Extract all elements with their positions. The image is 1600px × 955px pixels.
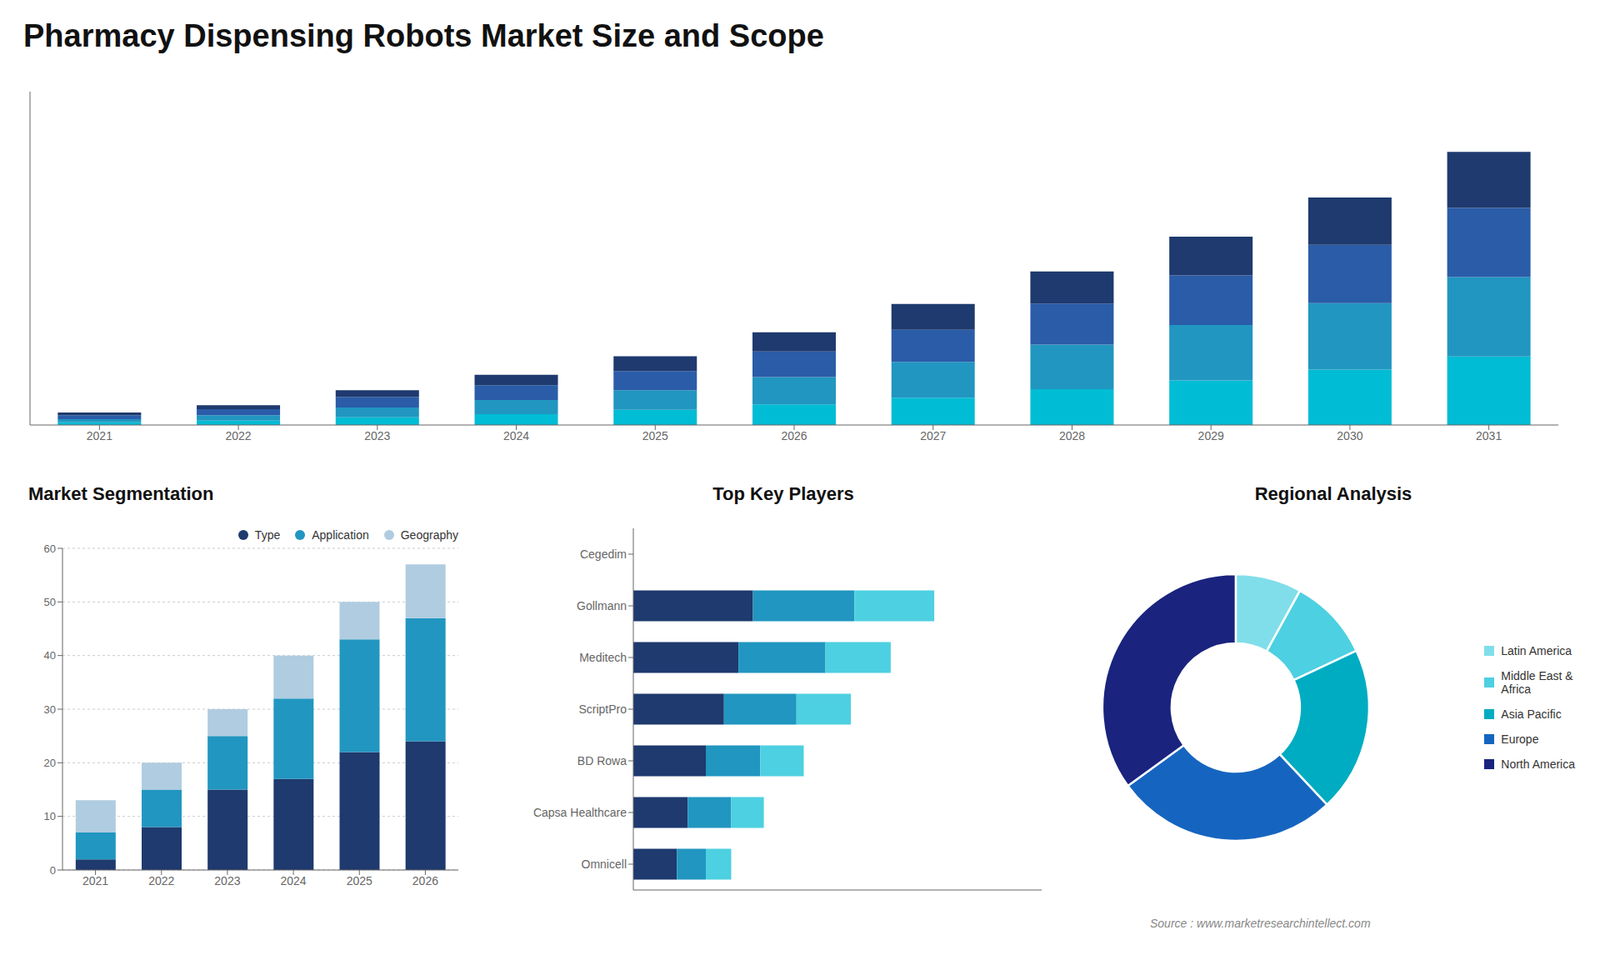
svg-text:2024: 2024 [280,874,307,888]
svg-text:2026: 2026 [780,429,807,443]
html-text:Regional Analysis: Regional Analysis [1254,483,1412,505]
svg-text:2023: 2023 [214,874,240,888]
svg-text:60: 60 [44,542,56,555]
svg-text:2029: 2029 [1198,429,1225,443]
svg-text:2027: 2027 [920,429,946,443]
svg-text:40: 40 [44,649,56,662]
html-text:Latin America: Latin America [1501,644,1572,658]
svg-text:2028: 2028 [1059,429,1085,443]
svg-text:2023: 2023 [364,429,390,443]
html-text:Africa: Africa [1501,682,1531,696]
svg-text:Gollmann: Gollmann [576,599,627,613]
html-text:Application: Application [311,528,369,542]
svg-text:2021: 2021 [86,429,113,443]
html-text:Source : www.marketresearchint: Source : www.marketresearchintellect.com [1150,916,1371,930]
html-text:Market Segmentation: Market Segmentation [28,483,214,505]
svg-text:Meditech: Meditech [579,650,627,665]
svg-text:30: 30 [44,703,56,716]
html-text:Asia Pacific: Asia Pacific [1501,707,1562,721]
svg-text:2022: 2022 [148,874,175,888]
svg-text:50: 50 [44,595,56,609]
svg-text:2025: 2025 [642,429,669,443]
svg-text:2026: 2026 [412,874,439,888]
svg-text:10: 10 [44,810,56,823]
svg-text:2025: 2025 [346,874,373,888]
html-text:North America: North America [1501,757,1575,771]
svg-text:BD Rowa: BD Rowa [577,754,627,768]
html-text:Europe: Europe [1501,732,1539,746]
svg-text:Omnicell: Omnicell [581,857,627,871]
svg-text:Cegedim: Cegedim [580,547,627,561]
svg-text:20: 20 [44,756,56,770]
svg-text:2021: 2021 [82,874,109,888]
html-text:Top Key Players: Top Key Players [712,483,854,505]
html-text:Geography: Geography [400,528,459,542]
svg-text:2022: 2022 [225,429,252,443]
html-text:Pharmacy Dispensing Robots Mar: Pharmacy Dispensing Robots Market Size a… [23,18,824,54]
svg-text:ScriptPro: ScriptPro [578,702,627,716]
svg-text:2030: 2030 [1336,429,1363,443]
svg-text:0: 0 [50,864,56,877]
svg-text:Capsa Healthcare: Capsa Healthcare [533,805,627,820]
html-text:Type: Type [254,528,281,542]
svg-text:2031: 2031 [1475,429,1502,443]
svg-text:2024: 2024 [503,429,530,443]
html-text:Middle East &: Middle East & [1501,669,1574,683]
